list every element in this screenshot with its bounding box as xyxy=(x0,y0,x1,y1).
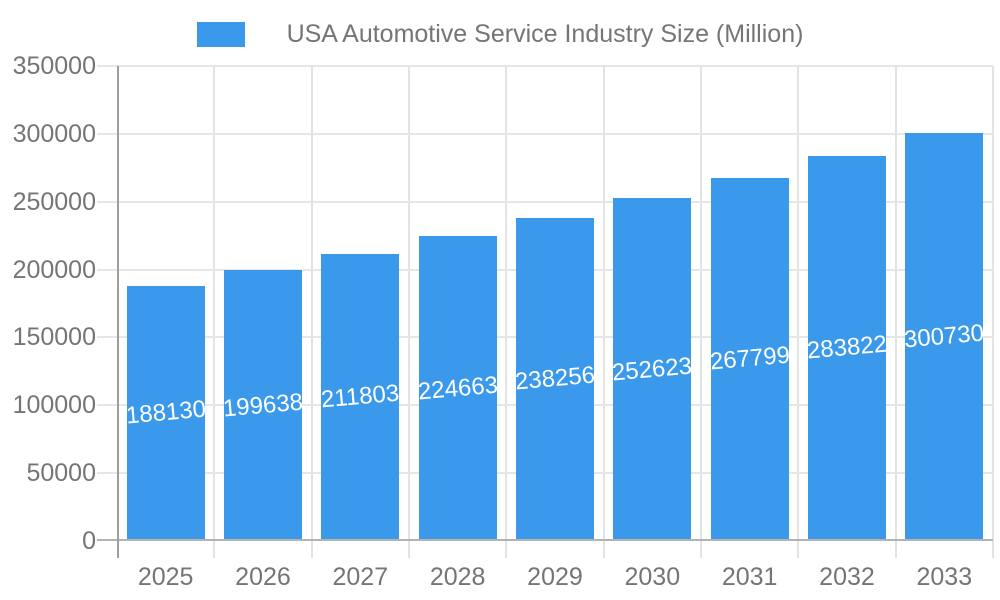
bar-value-label: 267799 xyxy=(710,341,789,376)
category-gridline xyxy=(894,66,897,558)
y-axis-tick-label: 150000 xyxy=(12,323,96,352)
category-gridline xyxy=(797,66,800,558)
x-axis-tick-label: 2032 xyxy=(819,563,875,591)
legend-label: USA Automotive Service Industry Size (Mi… xyxy=(286,19,804,48)
bar[interactable]: 224663 xyxy=(418,236,497,541)
y-axis-tick-label: 200000 xyxy=(12,255,96,284)
y-axis-tick-label: 100000 xyxy=(12,391,96,420)
y-axis-tick-label: 350000 xyxy=(12,52,96,80)
category-gridline xyxy=(213,66,216,558)
x-axis-tick-label: 2027 xyxy=(332,563,389,591)
bar-value-label: 300730 xyxy=(905,319,984,354)
bar-value-label: 224663 xyxy=(418,371,497,405)
y-gridline xyxy=(97,65,993,67)
y-gridline xyxy=(97,132,993,135)
x-axis-tick-label: 2029 xyxy=(527,563,583,591)
bar-value-label: 252623 xyxy=(613,352,692,387)
x-axis-line xyxy=(97,539,993,541)
bar-value-label: 283822 xyxy=(808,330,886,365)
legend: USA Automotive Service Industry Size (Mi… xyxy=(0,20,1000,48)
x-axis-tick-label: 2025 xyxy=(137,563,194,591)
x-axis-tick-label: 2031 xyxy=(721,563,778,591)
y-axis-tick-label: 50000 xyxy=(26,459,96,488)
y-axis-line xyxy=(117,66,119,558)
x-axis-tick-label: 2028 xyxy=(429,563,486,591)
category-gridline xyxy=(505,66,508,558)
y-axis-tick-label: 0 xyxy=(82,527,96,555)
x-axis-tick-label: 2026 xyxy=(235,563,291,591)
category-gridline xyxy=(408,66,410,558)
bar-value-label: 211803 xyxy=(321,379,400,414)
bar-value-label: 188130 xyxy=(126,395,205,430)
bar-value-label: 199638 xyxy=(224,388,302,422)
category-gridline xyxy=(602,66,605,558)
category-gridline xyxy=(700,66,702,558)
bar[interactable]: 188130 xyxy=(126,285,205,541)
bar-value-label: 238256 xyxy=(516,361,594,396)
y-axis-tick-label: 300000 xyxy=(12,119,96,148)
y-gridline xyxy=(97,200,993,203)
y-axis-tick-label: 250000 xyxy=(12,187,96,216)
bar[interactable]: 252623 xyxy=(613,198,692,541)
legend-swatch xyxy=(196,21,245,47)
category-gridline xyxy=(310,66,313,558)
bar[interactable]: 283822 xyxy=(808,155,886,541)
bar[interactable]: 211803 xyxy=(321,253,400,541)
x-axis-tick-label: 2030 xyxy=(624,563,681,591)
bar[interactable]: 300730 xyxy=(905,132,984,541)
category-gridline xyxy=(992,66,994,558)
plot-area: 188130 199638 211803 224663 238256 252623 2677… xyxy=(97,65,994,558)
bar[interactable]: 238256 xyxy=(516,217,594,541)
bar[interactable]: 267799 xyxy=(710,177,789,541)
x-axis-tick-label: 2033 xyxy=(916,563,973,591)
bar[interactable]: 199638 xyxy=(224,270,302,541)
